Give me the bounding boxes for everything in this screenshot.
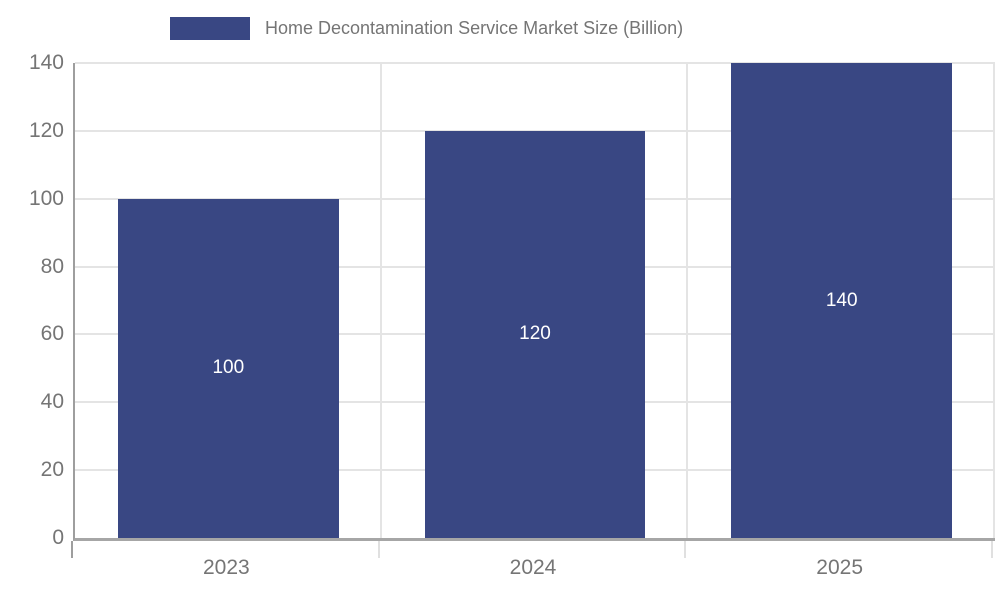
legend-swatch <box>170 17 250 40</box>
gridline-horizontal-120 <box>75 129 995 132</box>
x-tick-label-2025: 2025 <box>816 556 864 579</box>
legend-label: Home Decontamination Service Market Size… <box>265 18 684 38</box>
gridline-vertical-1 <box>379 63 382 538</box>
bar-value-label-2025: 140 <box>825 289 858 311</box>
y-tick-label-20: 20 <box>40 458 64 482</box>
plot-area: 100 120 140 <box>73 62 995 541</box>
gridline-vertical-2 <box>686 63 689 538</box>
x-axis-tick-2 <box>684 541 687 558</box>
bar-value-label-2023: 100 <box>212 357 245 379</box>
legend: Home Decontamination Service Market Size… <box>170 17 683 40</box>
y-tick-label-100: 100 <box>28 186 64 210</box>
bar-2024: 120 <box>424 130 646 538</box>
y-tick-label-80: 80 <box>40 254 64 278</box>
y-tick-label-120: 120 <box>28 118 64 142</box>
bar-2025: 140 <box>731 63 953 538</box>
y-tick-label-60: 60 <box>40 322 64 346</box>
x-tick-label-2023: 2023 <box>202 556 250 579</box>
gridline-vertical-3 <box>993 63 995 538</box>
x-tick-label-2024: 2024 <box>509 556 557 579</box>
x-axis-tick-1 <box>377 541 380 558</box>
bar-value-label-2024: 120 <box>519 323 551 345</box>
x-axis-tick-3 <box>991 541 993 558</box>
y-tick-label-0: 0 <box>52 526 64 549</box>
y-tick-label-140: 140 <box>28 51 64 74</box>
gridline-horizontal-140 <box>75 62 995 64</box>
bar-2023: 100 <box>117 198 339 538</box>
y-axis-tick-extension <box>71 541 73 558</box>
y-tick-label-40: 40 <box>40 390 64 414</box>
